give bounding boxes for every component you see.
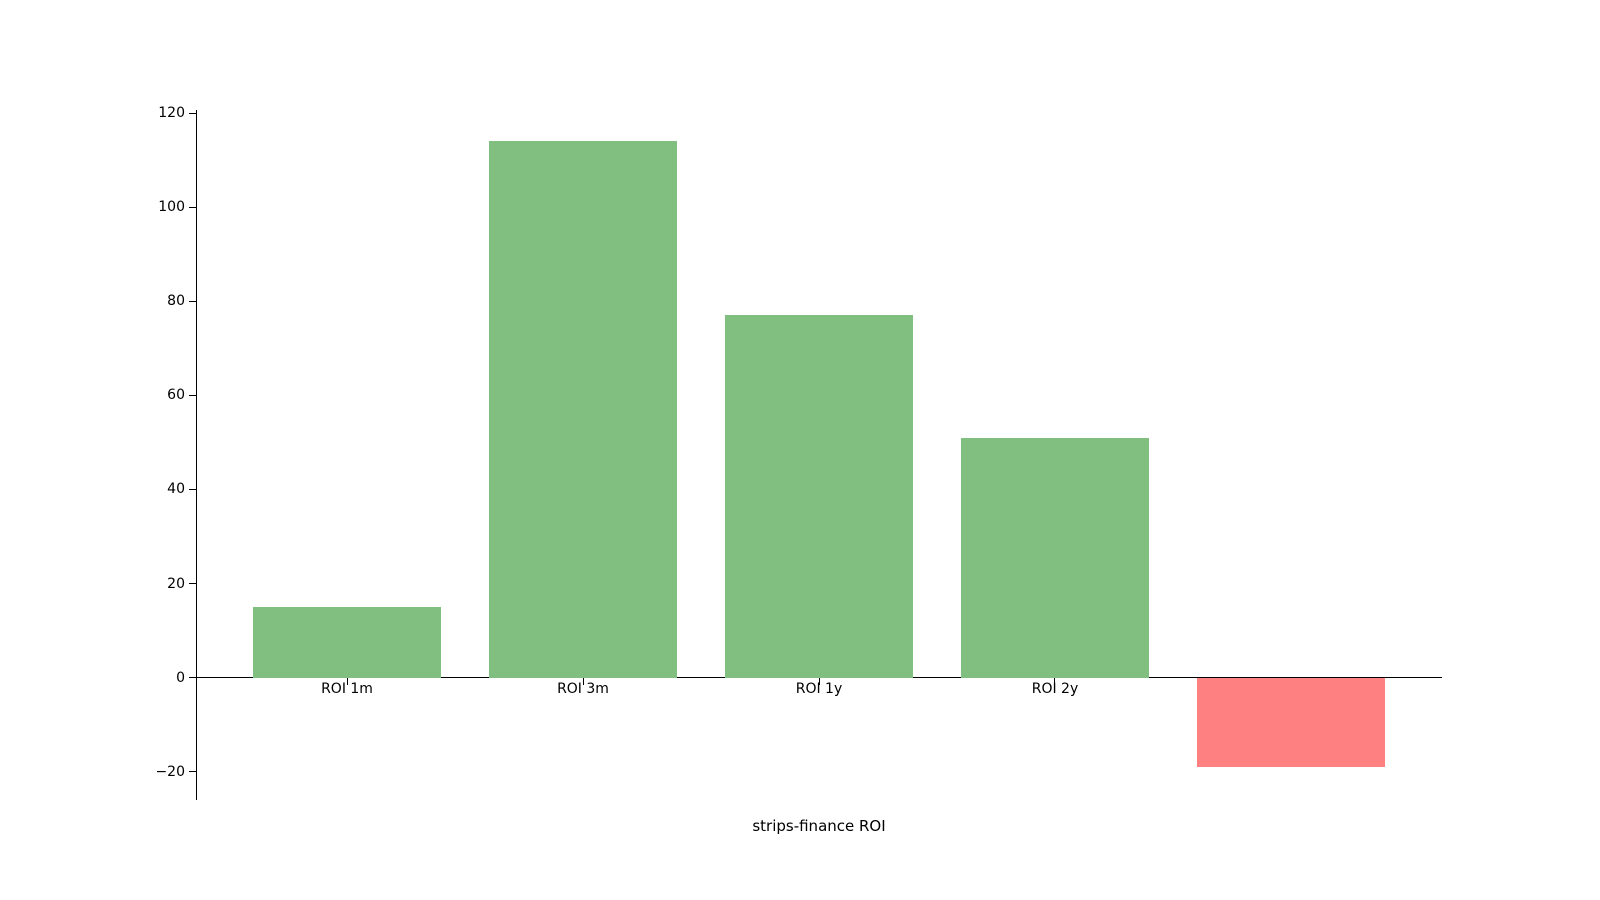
y-tick-mark bbox=[189, 677, 196, 679]
bar bbox=[488, 141, 678, 678]
y-tick-mark bbox=[189, 300, 196, 302]
y-tick-mark bbox=[189, 771, 196, 773]
y-tick-mark bbox=[189, 488, 196, 490]
chart-xlabel: strips-finance ROI bbox=[752, 817, 886, 835]
x-tick-mark bbox=[582, 677, 584, 685]
y-tick-mark bbox=[189, 206, 196, 208]
x-tick-mark bbox=[346, 677, 348, 685]
y-tick-label: 60 bbox=[167, 387, 185, 404]
y-tick-mark bbox=[189, 394, 196, 396]
x-tick-label: ROI 2y bbox=[1031, 680, 1079, 697]
bar bbox=[1196, 677, 1386, 768]
y-tick-label: 0 bbox=[176, 669, 185, 686]
x-tick-label: ROI 3m bbox=[557, 680, 609, 697]
y-tick-label: 80 bbox=[167, 293, 185, 310]
y-tick-label: 120 bbox=[158, 105, 185, 122]
x-tick-mark bbox=[818, 677, 820, 685]
y-tick-label: −20 bbox=[155, 763, 185, 780]
bar bbox=[724, 315, 914, 678]
x-tick-mark bbox=[1054, 677, 1056, 685]
x-tick-label: ROI 1y bbox=[795, 680, 843, 697]
y-tick-mark bbox=[189, 112, 196, 114]
y-tick-label: 100 bbox=[158, 199, 185, 216]
bar bbox=[960, 437, 1150, 678]
y-axis-spine bbox=[196, 110, 197, 800]
bar bbox=[252, 607, 442, 678]
y-tick-label: 40 bbox=[167, 481, 185, 498]
x-tick-label: ROI 1m bbox=[321, 680, 373, 697]
y-tick-mark bbox=[189, 583, 196, 585]
y-tick-label: 20 bbox=[167, 575, 185, 592]
